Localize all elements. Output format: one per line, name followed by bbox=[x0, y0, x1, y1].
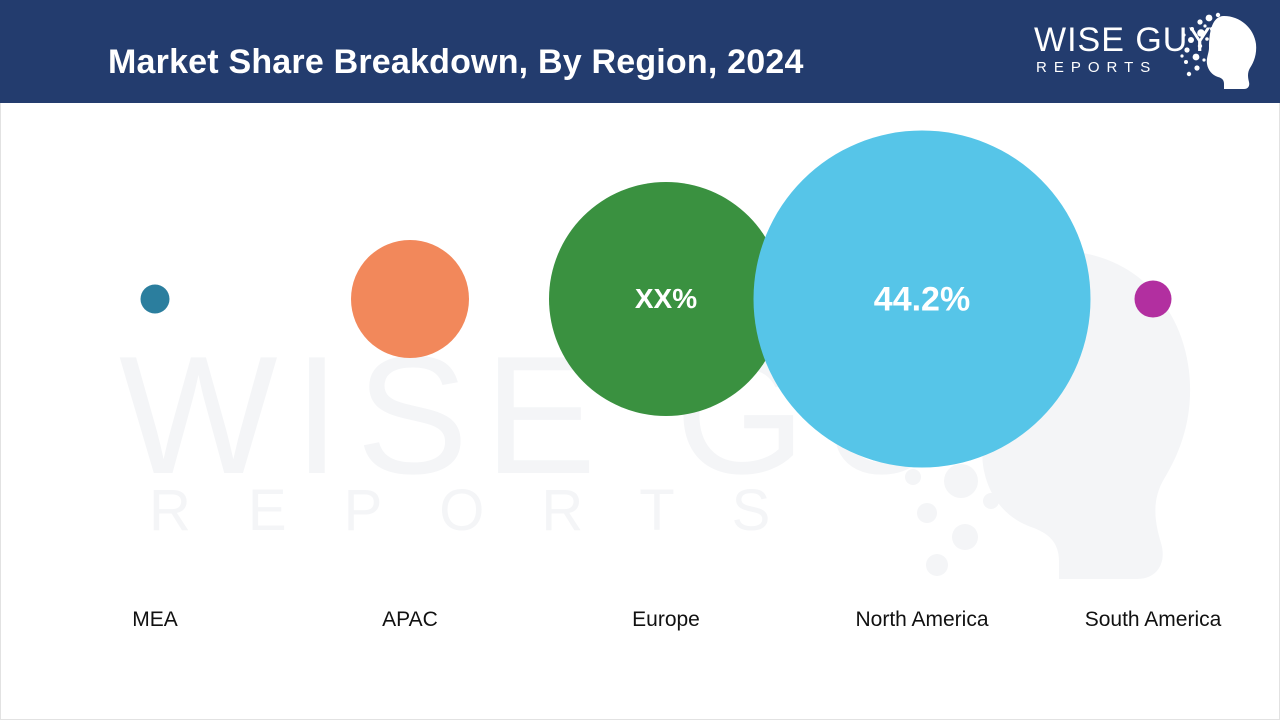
plot-area: WISE GUY REPORTS bbox=[0, 103, 1280, 720]
bubble-south-america[interactable] bbox=[1134, 280, 1172, 318]
category-axis: MEA APAC Europe North America South Amer… bbox=[1, 607, 1279, 657]
page-title: Market Share Breakdown, By Region, 2024 bbox=[108, 43, 804, 81]
brand-logo: WISE GUY REPORTS bbox=[1026, 8, 1266, 96]
axis-label-europe: Europe bbox=[632, 608, 700, 631]
axis-label-north-america: North America bbox=[855, 608, 989, 631]
bubble-europe[interactable]: XX% bbox=[549, 182, 783, 416]
logo-wordmark: WISE GUY bbox=[1034, 21, 1213, 59]
dotted-head-silhouette-icon bbox=[1180, 12, 1257, 89]
logo-subword: REPORTS bbox=[1036, 59, 1158, 76]
axis-label-south-america: South America bbox=[1084, 608, 1222, 631]
bubble-north-america[interactable]: 44.2% bbox=[753, 130, 1091, 468]
axis-label-mea: MEA bbox=[132, 608, 178, 631]
bubble-value-north-america: 44.2% bbox=[873, 280, 971, 318]
chart-header: Market Share Breakdown, By Region, 2024 … bbox=[0, 0, 1280, 103]
bubble-mea[interactable] bbox=[140, 284, 170, 314]
bubble-value-europe: XX% bbox=[634, 283, 698, 314]
axis-label-apac: APAC bbox=[382, 608, 438, 631]
bubble-apac[interactable] bbox=[351, 240, 469, 358]
